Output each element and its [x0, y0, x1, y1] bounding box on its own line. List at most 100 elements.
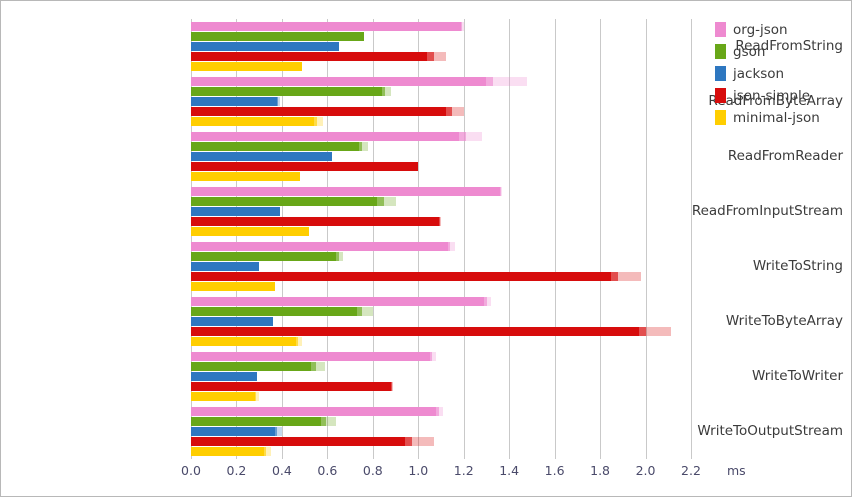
bar-jackson[interactable] — [191, 261, 260, 271]
bar-row[interactable] — [191, 206, 691, 216]
bar-minimal-json[interactable] — [191, 61, 303, 71]
bar-org-json[interactable] — [191, 186, 501, 196]
bar-error-extension — [377, 196, 396, 206]
bar-org-json[interactable] — [191, 351, 430, 361]
bar-minimal-json[interactable] — [191, 391, 255, 401]
bar-error-inner — [638, 326, 646, 336]
bar-json-simple[interactable] — [191, 51, 428, 61]
legend-item[interactable]: org-json — [715, 19, 845, 40]
bar-row[interactable] — [191, 186, 691, 196]
bar-row[interactable] — [191, 296, 691, 306]
bar-gson[interactable] — [191, 141, 360, 151]
bar-row[interactable] — [191, 61, 691, 71]
bar-error-extension — [254, 391, 260, 401]
bar-error-extension — [381, 86, 391, 96]
bar-row[interactable] — [191, 361, 691, 371]
bar-org-json[interactable] — [191, 241, 448, 251]
legend-item[interactable]: gson — [715, 41, 845, 62]
bar-minimal-json[interactable] — [191, 281, 276, 291]
bar-row[interactable] — [191, 76, 691, 86]
bar-json-simple[interactable] — [191, 326, 639, 336]
bar-row[interactable] — [191, 141, 691, 151]
bar-json-simple[interactable] — [191, 381, 391, 391]
bar-row[interactable] — [191, 251, 691, 261]
bar-org-json[interactable] — [191, 21, 462, 31]
bar-gson[interactable] — [191, 361, 312, 371]
legend-item[interactable]: json-simple — [715, 85, 845, 106]
bar-row[interactable] — [191, 336, 691, 346]
bar-row[interactable] — [191, 446, 691, 456]
bar-row[interactable] — [191, 51, 691, 61]
bar-row[interactable] — [191, 161, 691, 171]
bar-row[interactable] — [191, 131, 691, 141]
x-tick-label: 0.8 — [362, 463, 383, 478]
bar-jackson[interactable] — [191, 206, 280, 216]
bar-row[interactable] — [191, 261, 691, 271]
bar-json-simple[interactable] — [191, 436, 405, 446]
bar-row[interactable] — [191, 271, 691, 281]
x-tick-label: 2.0 — [635, 463, 656, 478]
bar-row[interactable] — [191, 216, 691, 226]
bar-row[interactable] — [191, 171, 691, 181]
bar-row[interactable] — [191, 86, 691, 96]
gridline — [418, 19, 420, 459]
bar-minimal-json[interactable] — [191, 336, 296, 346]
legend-label: org-json — [733, 21, 788, 38]
bar-error-inner — [611, 271, 619, 281]
bar-minimal-json[interactable] — [191, 226, 310, 236]
bar-row[interactable] — [191, 426, 691, 436]
bar-jackson[interactable] — [191, 96, 278, 106]
bar-row[interactable] — [191, 306, 691, 316]
bar-error-inner — [377, 196, 384, 206]
bar-row[interactable] — [191, 281, 691, 291]
bar-row[interactable] — [191, 371, 691, 381]
bar-org-json[interactable] — [191, 131, 460, 141]
bar-row[interactable] — [191, 316, 691, 326]
bar-json-simple[interactable] — [191, 271, 612, 281]
bar-gson[interactable] — [191, 251, 337, 261]
bar-row[interactable] — [191, 241, 691, 251]
bar-row[interactable] — [191, 151, 691, 161]
bar-gson[interactable] — [191, 31, 364, 41]
bar-row[interactable] — [191, 96, 691, 106]
bar-row[interactable] — [191, 41, 691, 51]
bar-json-simple[interactable] — [191, 106, 446, 116]
bar-error-extension — [447, 241, 455, 251]
bar-row[interactable] — [191, 416, 691, 426]
bar-error-inner — [461, 21, 463, 31]
bar-row[interactable] — [191, 196, 691, 206]
bar-minimal-json[interactable] — [191, 446, 264, 456]
bar-jackson[interactable] — [191, 316, 273, 326]
bar-row[interactable] — [191, 381, 691, 391]
bar-error-extension — [320, 416, 337, 426]
x-tick-label: 0.6 — [317, 463, 338, 478]
bar-org-json[interactable] — [191, 76, 487, 86]
legend-item[interactable]: jackson — [715, 63, 845, 84]
bar-row[interactable] — [191, 406, 691, 416]
bar-row[interactable] — [191, 21, 691, 31]
bar-org-json[interactable] — [191, 406, 437, 416]
bar-gson[interactable] — [191, 86, 382, 96]
bar-json-simple[interactable] — [191, 216, 439, 226]
bar-minimal-json[interactable] — [191, 116, 314, 126]
bar-minimal-json[interactable] — [191, 171, 301, 181]
legend-item[interactable]: minimal-json — [715, 107, 845, 128]
bar-row[interactable] — [191, 391, 691, 401]
bar-jackson[interactable] — [191, 426, 276, 436]
bar-jackson[interactable] — [191, 41, 339, 51]
bar-row[interactable] — [191, 116, 691, 126]
bar-row[interactable] — [191, 326, 691, 336]
bar-jackson[interactable] — [191, 371, 257, 381]
bar-gson[interactable] — [191, 306, 357, 316]
bar-gson[interactable] — [191, 196, 378, 206]
bar-row[interactable] — [191, 106, 691, 116]
bar-row[interactable] — [191, 351, 691, 361]
bar-row[interactable] — [191, 436, 691, 446]
bar-jackson[interactable] — [191, 151, 332, 161]
x-tick-label: 1.4 — [499, 463, 520, 478]
bar-row[interactable] — [191, 226, 691, 236]
bar-json-simple[interactable] — [191, 161, 419, 171]
bar-org-json[interactable] — [191, 296, 485, 306]
bar-gson[interactable] — [191, 416, 321, 426]
bar-row[interactable] — [191, 31, 691, 41]
